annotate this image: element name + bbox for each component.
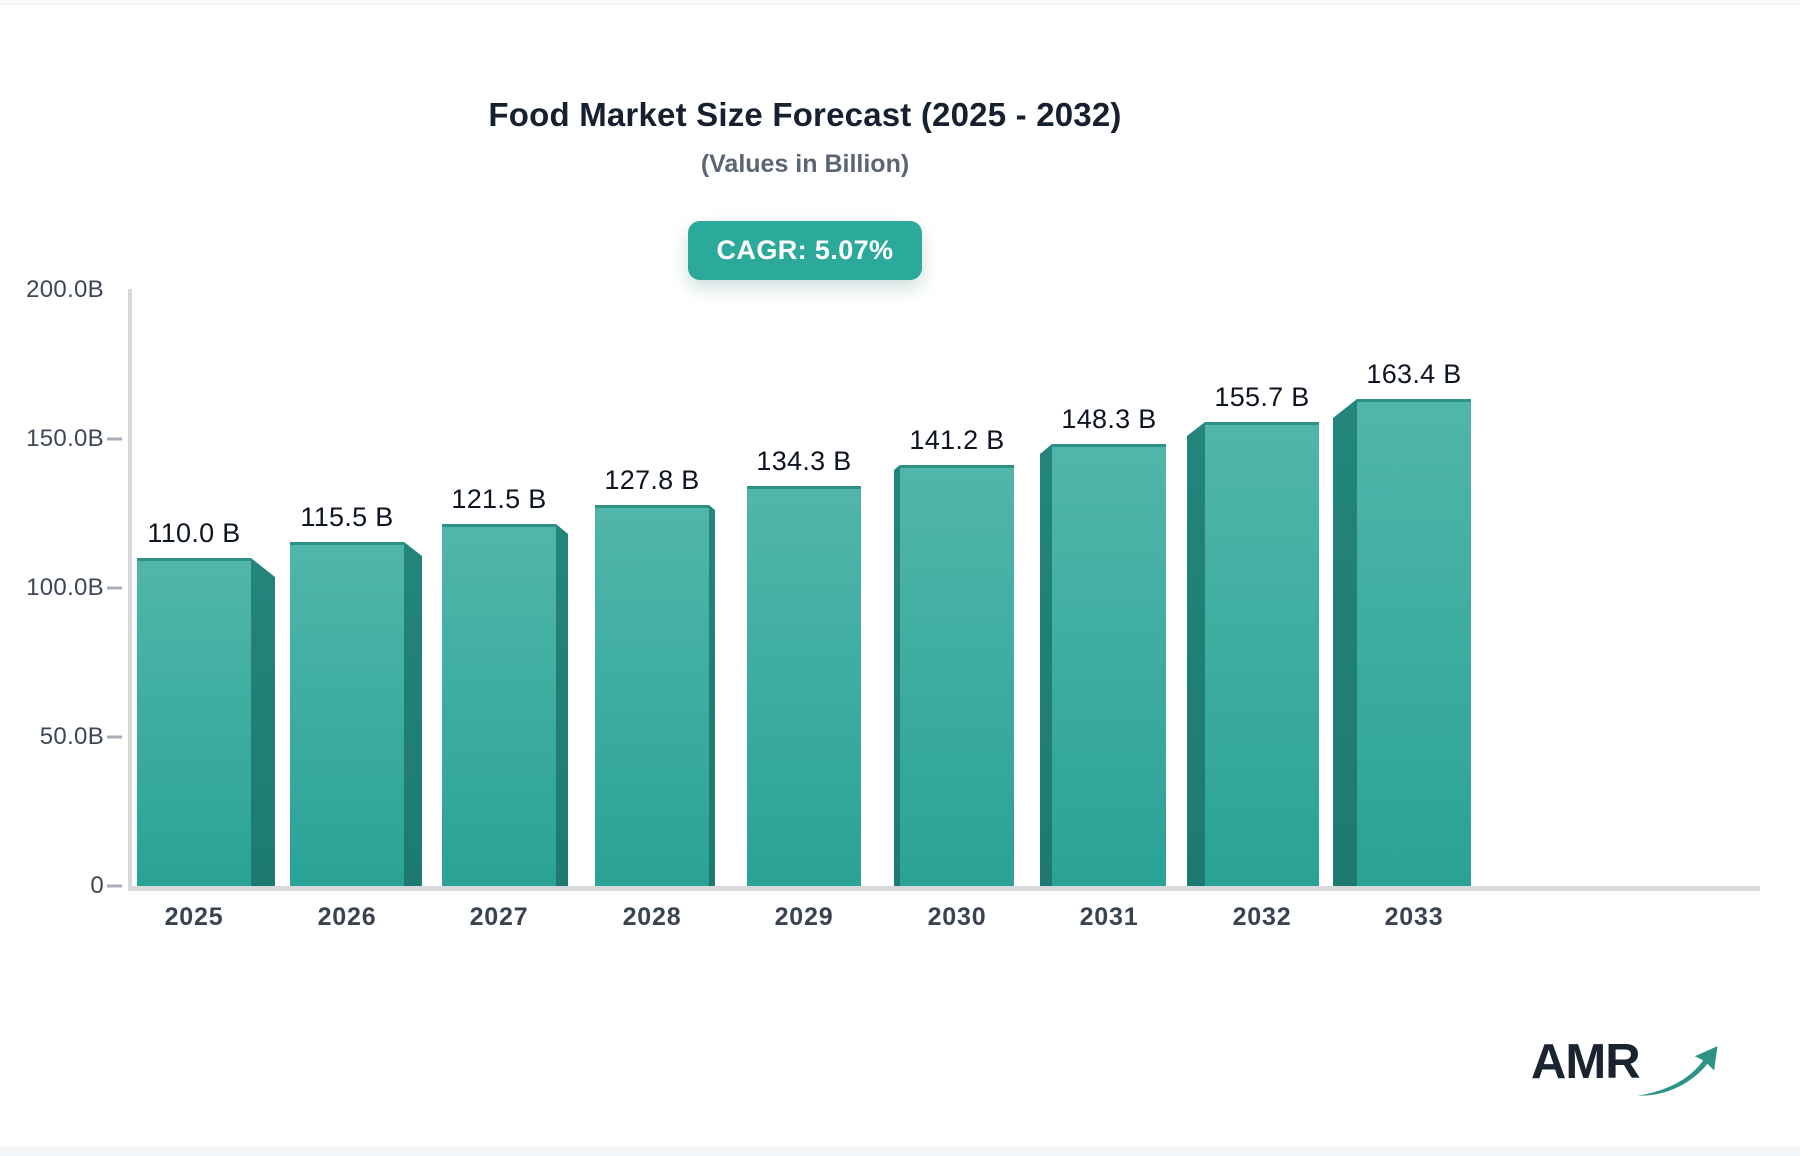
bar-value-label: 110.0 B [147, 518, 241, 548]
x-axis-label-2031: 2031 [1079, 903, 1139, 931]
y-axis-tick-mark [107, 586, 122, 590]
bar-value-label: 141.2 B [909, 425, 1005, 455]
bar-2025 [137, 558, 251, 886]
y-axis-tick-mark [107, 735, 122, 739]
y-axis-tick-label: 50.0B [39, 723, 104, 750]
chart-title: Food Market Size Forecast (2025 - 2032) [488, 96, 1122, 133]
bar-value-label: 115.5 B [300, 502, 394, 532]
bar-2029 [747, 486, 861, 886]
x-axis-line [128, 886, 1760, 891]
amr-logo: AMR [1531, 1038, 1720, 1111]
bar-side-face [404, 542, 422, 886]
bar-side-face [894, 465, 900, 886]
cagr-badge: CAGR: 5.07% [687, 221, 923, 280]
x-axis-label-2025: 2025 [164, 903, 224, 931]
y-axis-tick-mark [107, 884, 122, 888]
bar-2028 [595, 505, 709, 886]
bar-side-face [251, 558, 275, 886]
x-axis-label-2032: 2032 [1232, 903, 1292, 931]
y-axis-tick-label: 150.0B [26, 425, 104, 452]
x-axis-label-2027: 2027 [469, 903, 529, 931]
top-border-strip [0, 0, 1800, 5]
bottom-border-strip [0, 1147, 1800, 1156]
chart-subtitle: (Values in Billion) [700, 150, 910, 178]
bar-value-label: 134.3 B [756, 446, 852, 476]
y-axis-tick-label: 0 [90, 872, 104, 899]
bar-2032 [1205, 422, 1319, 886]
bar-value-label: 155.7 B [1214, 382, 1310, 412]
bar-value-label: 127.8 B [604, 465, 700, 495]
growth-arrow-icon [1636, 1040, 1720, 1111]
x-axis-label-2028: 2028 [622, 903, 682, 931]
bar-2031 [1052, 444, 1166, 886]
y-axis-tick-label: 200.0B [26, 276, 104, 303]
chart-header: Food Market Size Forecast (2025 - 2032) … [0, 96, 1610, 280]
bar-side-face [709, 505, 715, 886]
bar-2030 [900, 465, 1014, 886]
bar-2027 [442, 524, 556, 886]
bar-value-label: 148.3 B [1061, 404, 1157, 434]
amr-logo-text: AMR [1531, 1035, 1641, 1089]
bar-2026 [290, 542, 404, 886]
x-axis-label-2033: 2033 [1384, 903, 1444, 931]
bar-value-label: 121.5 B [451, 484, 547, 514]
x-axis-label-2030: 2030 [927, 903, 987, 931]
bar-side-face [1187, 422, 1205, 886]
bar-value-label: 163.4 B [1366, 359, 1462, 389]
bar-side-face [1040, 444, 1052, 886]
x-axis-label-2026: 2026 [317, 903, 377, 931]
bar-2033 [1357, 399, 1471, 886]
y-axis-line [128, 289, 132, 891]
x-axis-label-2029: 2029 [774, 903, 834, 931]
y-axis-tick-mark [107, 437, 122, 441]
bar-side-face [556, 524, 568, 886]
y-axis-tick-label: 100.0B [26, 574, 104, 601]
bar-side-face [1333, 399, 1357, 886]
